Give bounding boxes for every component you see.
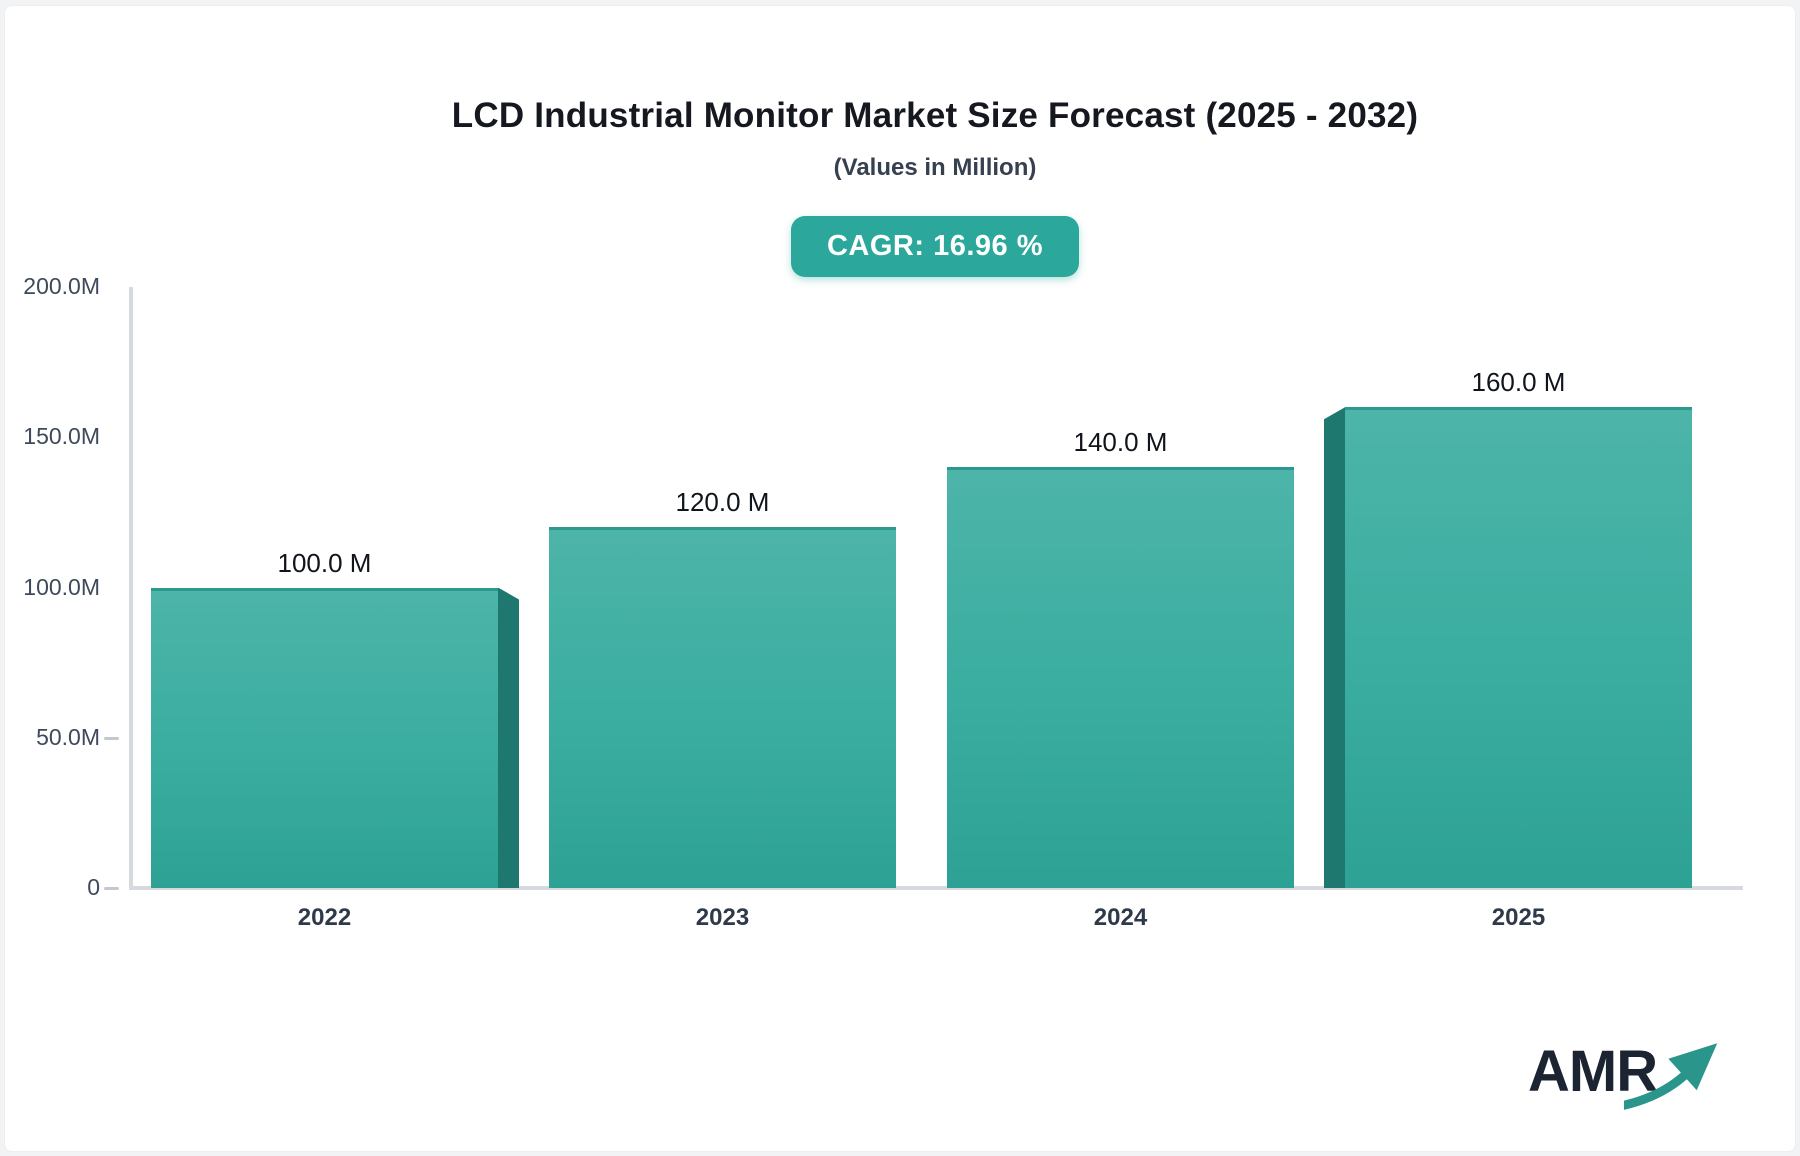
brand-logo-text: AMR [1528,1039,1658,1104]
y-axis-label: 50.0M [36,723,100,750]
bar-value-label: 120.0 M [675,487,770,518]
y-axis-label: 200.0M [23,273,100,299]
y-axis-label: 100.0M [23,573,100,600]
x-axis-label: 2022 [297,904,352,931]
bar-2025 [1345,407,1692,888]
bar-2023 [549,527,896,888]
y-axis-tick [104,887,119,890]
chart-title: LCD Industrial Monitor Market Size Forec… [451,96,1419,135]
bar-3d-side [498,587,519,888]
y-axis-line [129,287,133,890]
x-axis-baseline [129,886,1743,890]
y-axis-label: 0 [87,874,100,900]
bar-value-label: 140.0 M [1073,427,1168,458]
bar-value-label: 100.0 M [277,547,372,578]
y-axis-tick [104,736,119,740]
bar-2024 [947,467,1294,888]
chart-subtitle: (Values in Million) [833,154,1037,181]
brand-logo: AMR [1528,1030,1718,1116]
x-axis-label: 2023 [695,904,750,931]
bar-2022 [151,587,498,888]
bar-value-label: 160.0 M [1471,367,1566,398]
y-axis-label: 150.0M [23,423,100,450]
x-axis-label: 2025 [1491,904,1546,931]
bar-3d-side [1324,407,1345,888]
x-axis-label: 2024 [1093,904,1148,931]
chart-header: LCD Industrial Monitor Market Size Forec… [130,0,1740,277]
growth-arrow-icon [1624,1043,1718,1110]
cagr-badge: CAGR: 16.96 % [790,216,1079,277]
